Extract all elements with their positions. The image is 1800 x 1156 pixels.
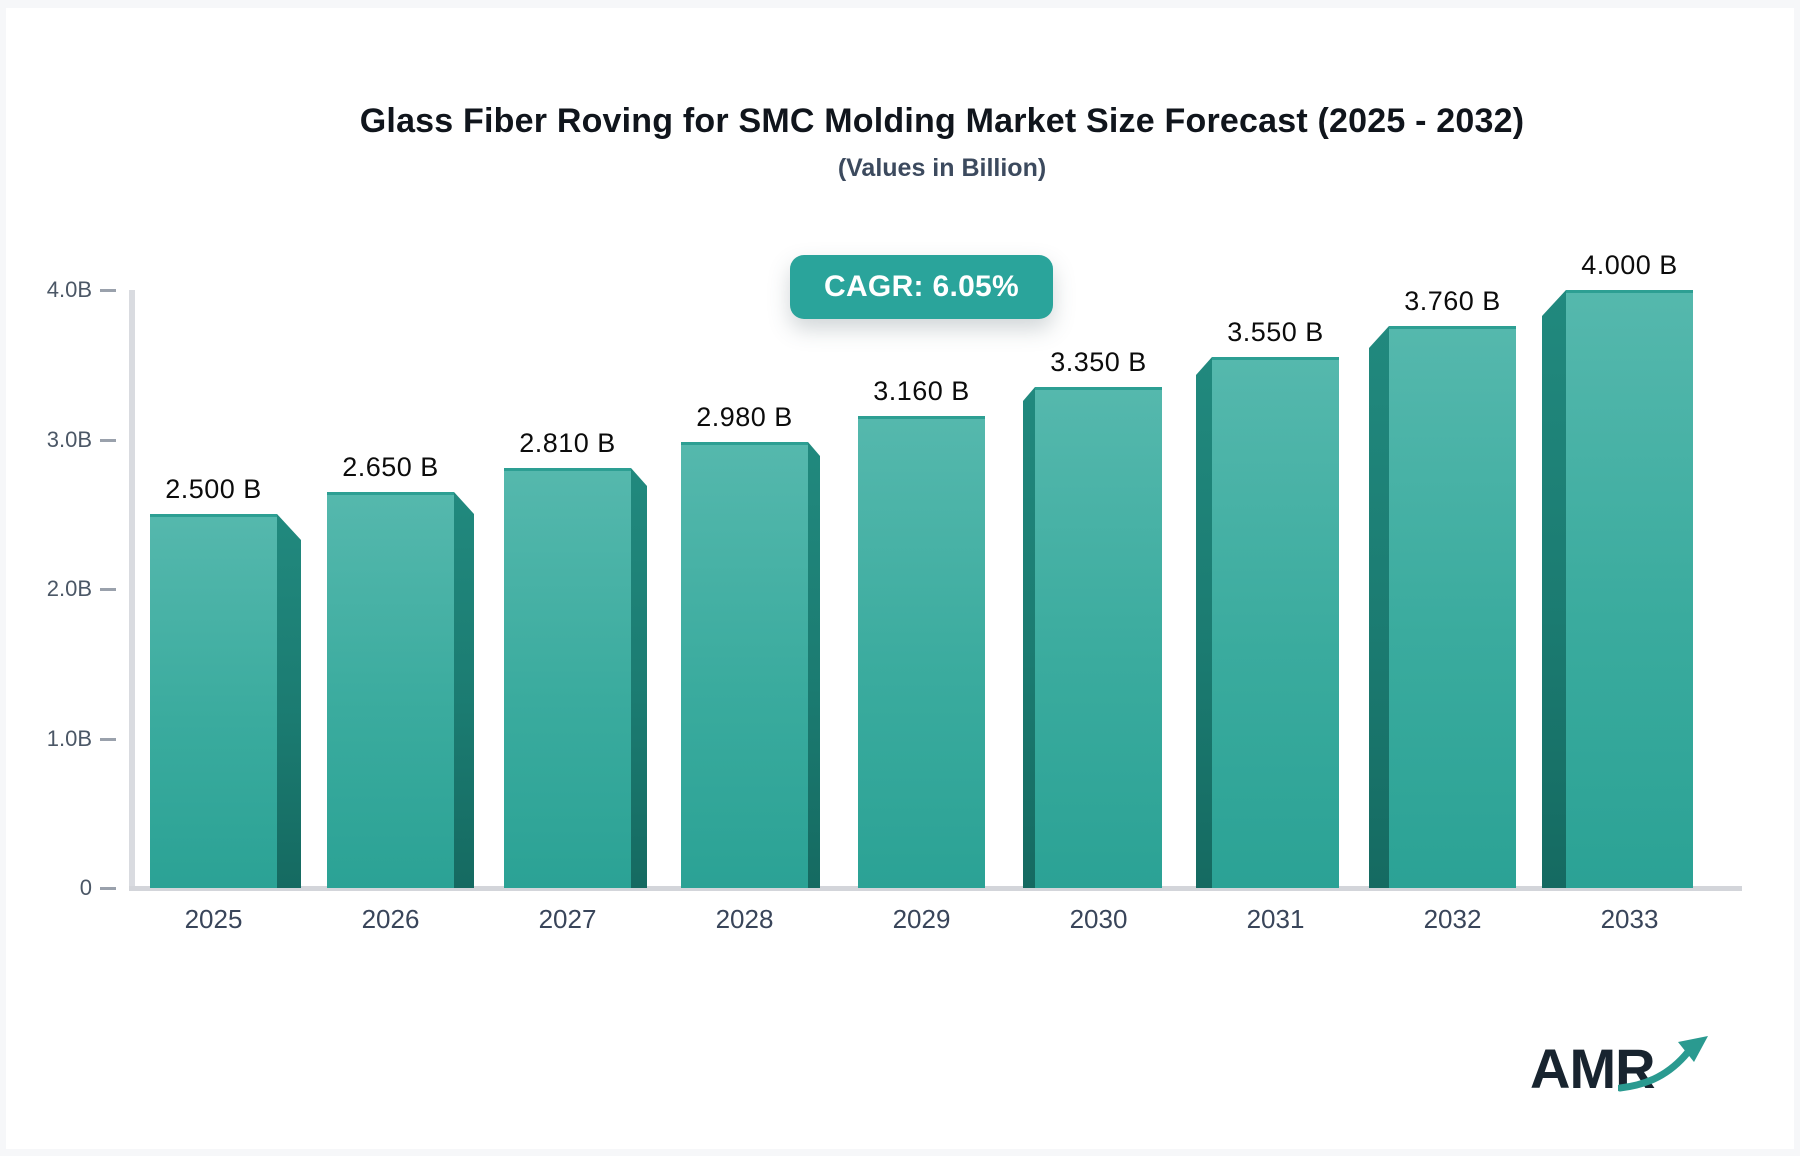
bar-3d-side [1542, 290, 1566, 888]
bar-2032 [1389, 326, 1516, 888]
chart-card: Glass Fiber Roving for SMC Molding Marke… [6, 8, 1794, 1149]
bar-2033 [1566, 290, 1693, 888]
bar-value-label: 2.500 B [165, 474, 262, 504]
bar-chart-area: 0 1.0B 2.0B 3.0B 4.0B 2.500 B 2025 2.650 B 2026 2… [6, 8, 1794, 1149]
bar-value-label: 3.350 B [1050, 347, 1147, 377]
bar-2025 [150, 514, 277, 888]
bar-3d-side [454, 492, 474, 888]
bar-3d-side [1369, 326, 1389, 888]
bar-3d-side [1023, 387, 1035, 888]
amr-logo: AMR [1530, 1030, 1720, 1110]
bar-2030 [1035, 387, 1162, 888]
x-tick-label: 2029 [892, 904, 951, 934]
bar-value-label: 2.650 B [342, 452, 439, 482]
y-tick-mark [100, 588, 116, 591]
y-tick-label: 3.0B [46, 427, 92, 452]
y-tick-mark [100, 439, 116, 442]
y-tick-mark [100, 887, 116, 890]
y-axis [129, 290, 135, 888]
bar-3d-side [1196, 357, 1212, 888]
amr-logo-text: AMR [1530, 1037, 1656, 1100]
cagr-badge: CAGR: 6.05% [790, 255, 1054, 319]
bar-value-label: 4.000 B [1581, 250, 1678, 280]
bar-2026 [327, 492, 454, 888]
growth-arrow-icon [1618, 1036, 1708, 1092]
bar-value-label: 3.160 B [873, 376, 970, 406]
page-subtitle: (Values in Billion) [837, 154, 1047, 182]
bar-2027 [504, 468, 631, 888]
x-tick-label: 2031 [1246, 904, 1305, 934]
bar-2028 [681, 442, 808, 888]
bar-value-label: 2.980 B [696, 402, 793, 432]
y-tick-label: 4.0B [46, 277, 92, 302]
x-tick-label: 2033 [1600, 904, 1659, 934]
y-tick-label: 0 [79, 875, 92, 900]
x-axis [129, 886, 1742, 891]
bar-3d-side [631, 468, 647, 888]
x-tick-label: 2028 [715, 904, 774, 934]
bar-2031 [1212, 357, 1339, 888]
x-tick-label: 2032 [1423, 904, 1482, 934]
bar-2029 [858, 416, 985, 888]
bar-value-label: 3.760 B [1404, 286, 1501, 316]
x-tick-label: 2026 [361, 904, 420, 934]
y-tick-label: 2.0B [46, 576, 92, 601]
bar-3d-side [277, 514, 301, 888]
x-tick-label: 2030 [1069, 904, 1128, 934]
y-tick-label: 1.0B [46, 726, 92, 751]
cagr-label: CAGR: 6.05% [824, 270, 1020, 303]
bar-value-label: 3.550 B [1227, 317, 1324, 347]
y-tick-mark [100, 289, 116, 292]
bar-value-label: 2.810 B [519, 428, 616, 458]
bar-3d-side [808, 442, 820, 888]
y-tick-mark [100, 738, 116, 741]
page-title: Glass Fiber Roving for SMC Molding Marke… [359, 102, 1525, 140]
x-tick-label: 2027 [538, 904, 597, 934]
x-tick-label: 2025 [184, 904, 243, 934]
